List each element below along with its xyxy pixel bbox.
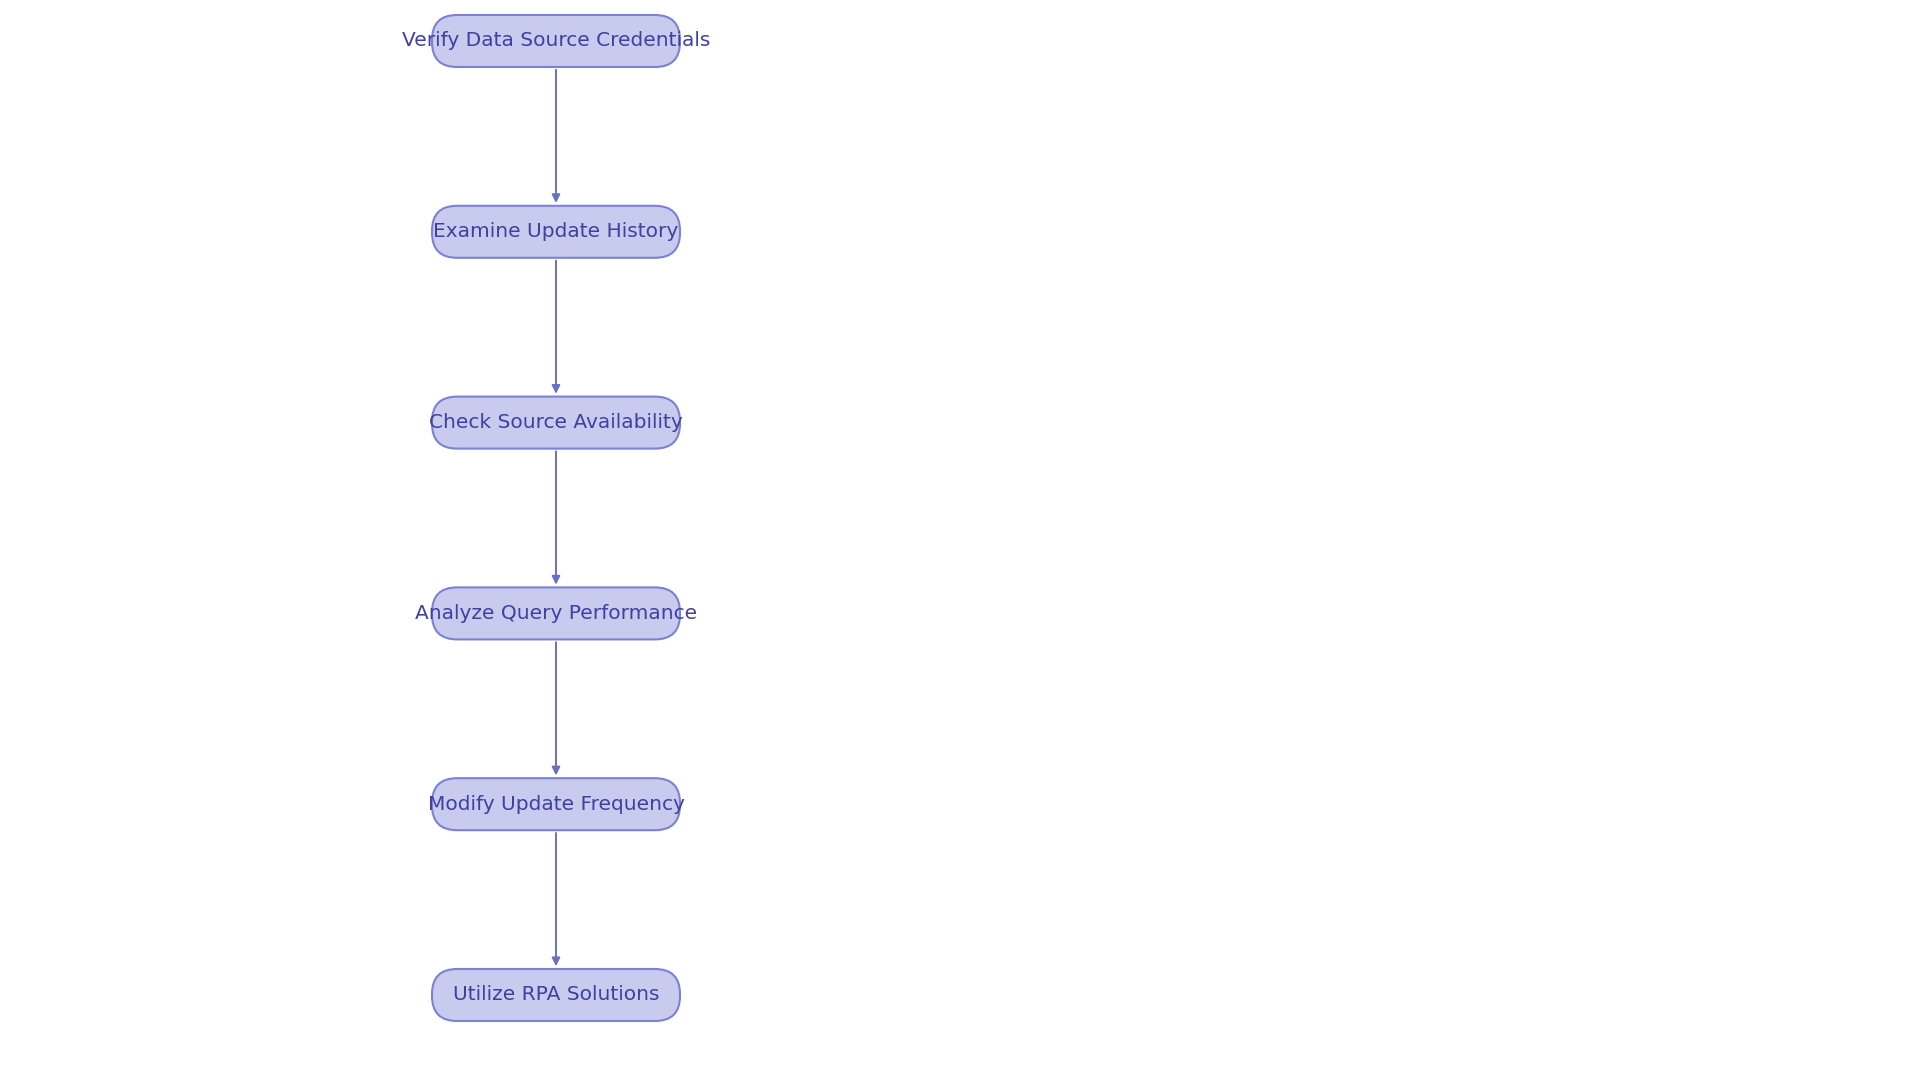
FancyBboxPatch shape — [432, 396, 680, 448]
FancyBboxPatch shape — [432, 779, 680, 831]
Text: Verify Data Source Credentials: Verify Data Source Credentials — [401, 31, 710, 51]
FancyBboxPatch shape — [432, 969, 680, 1021]
FancyBboxPatch shape — [432, 206, 680, 258]
Text: Check Source Availability: Check Source Availability — [430, 413, 684, 432]
Text: Examine Update History: Examine Update History — [434, 222, 678, 242]
FancyBboxPatch shape — [432, 15, 680, 67]
Text: Analyze Query Performance: Analyze Query Performance — [415, 604, 697, 623]
Text: Modify Update Frequency: Modify Update Frequency — [428, 795, 684, 813]
Text: Utilize RPA Solutions: Utilize RPA Solutions — [453, 986, 659, 1005]
FancyBboxPatch shape — [432, 587, 680, 639]
